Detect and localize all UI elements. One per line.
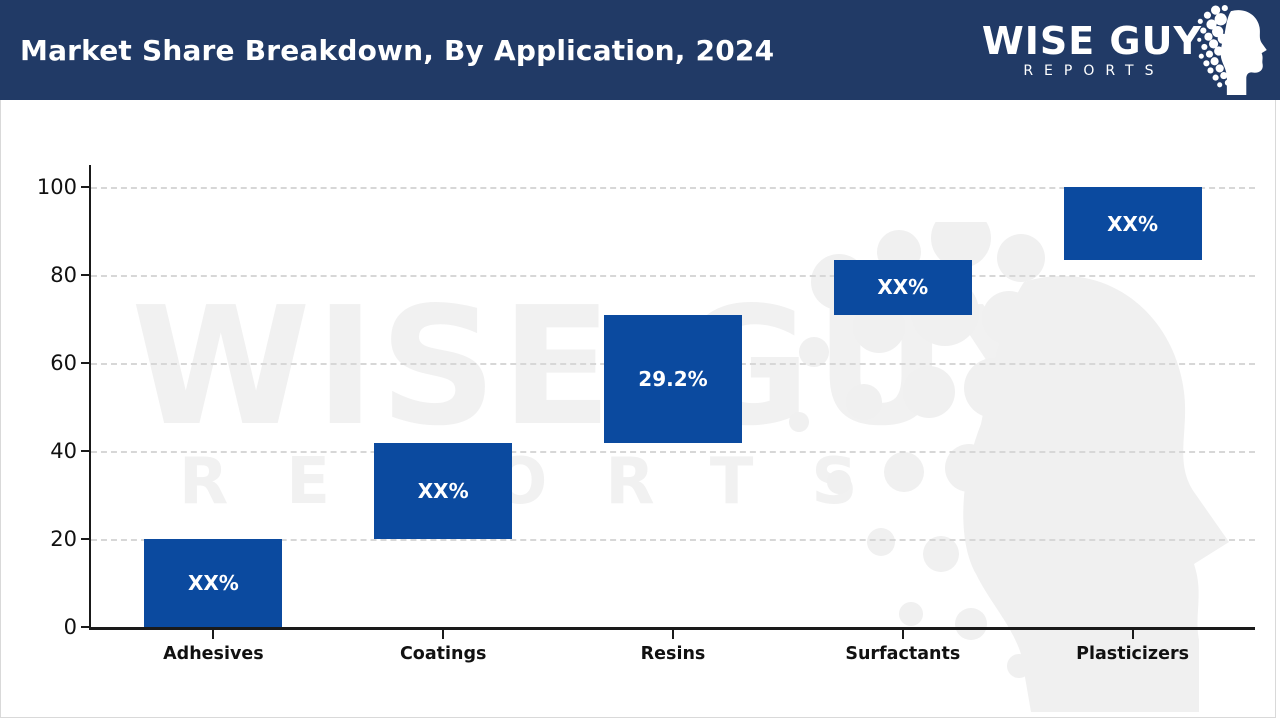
x-tick-label-surfactants: Surfactants: [845, 644, 961, 664]
bar-label-surfactants: XX%: [877, 275, 929, 300]
plot-area: 0 20 40 60 80 100 XX% Adhesives XX% Coatings 29.2%…: [37, 165, 1255, 664]
y-tick-label-0: 0: [63, 615, 77, 639]
watermark-sub-text: REPORTS: [179, 445, 916, 519]
x-tick-label-resins: Resins: [640, 644, 706, 664]
x-tickmark-coatings: [442, 630, 445, 639]
brand-logo: WISE GUY REPORTS: [982, 5, 1270, 95]
bar-plasticizers: XX%: [1063, 187, 1202, 261]
bar-resins: 29.2%: [604, 314, 742, 444]
brand-name: WISE GUY: [981, 18, 1202, 63]
bar-label-adhesives: XX%: [187, 571, 239, 596]
y-tickmark-60: [81, 362, 89, 364]
y-tick-label-80: 80: [50, 263, 77, 287]
bar-label-resins: 29.2%: [638, 366, 708, 391]
header-bar: Market Share Breakdown, By Application, …: [0, 0, 1280, 100]
brand-logo-text: WISE GUY REPORTS: [982, 22, 1202, 79]
bar-adhesives: XX%: [144, 539, 283, 627]
y-tick-label-20: 20: [50, 527, 77, 551]
y-tickmark-20: [81, 538, 89, 540]
x-tickmark-surfactants: [901, 630, 904, 639]
gridline-100: [91, 187, 1255, 189]
y-tickmark-0: [81, 626, 89, 628]
bar-coatings: XX%: [374, 443, 513, 540]
gridline-20: [91, 539, 1255, 541]
chart-card: WISE GUY REPORTS 0 20 40 60 80 100 XX% Adhesive…: [0, 100, 1276, 718]
chart-title: Market Share Breakdown, By Application, …: [20, 33, 775, 67]
brand-subtitle: REPORTS: [1023, 62, 1165, 79]
brand-head-icon: [1197, 5, 1267, 95]
gridline-80: [91, 275, 1255, 277]
y-tickmark-100: [81, 186, 89, 188]
bar-surfactants: XX%: [833, 260, 972, 315]
x-tick-label-coatings: Coatings: [399, 644, 487, 664]
y-tickmark-80: [81, 274, 89, 276]
bar-label-coatings: XX%: [417, 479, 469, 504]
y-tick-label-60: 60: [50, 351, 77, 375]
x-tickmark-plasticizers: [1131, 630, 1134, 639]
gridline-40: [91, 451, 1255, 453]
x-tickmark-adhesives: [212, 630, 215, 639]
x-tickmark-resins: [672, 630, 674, 639]
y-tick-label-100: 100: [36, 175, 77, 199]
y-tickmark-40: [81, 450, 89, 452]
x-tick-label-plasticizers: Plasticizers: [1076, 644, 1190, 664]
bar-label-plasticizers: XX%: [1107, 211, 1159, 236]
x-tick-label-adhesives: Adhesives: [163, 644, 264, 664]
y-tick-label-40: 40: [50, 439, 77, 463]
